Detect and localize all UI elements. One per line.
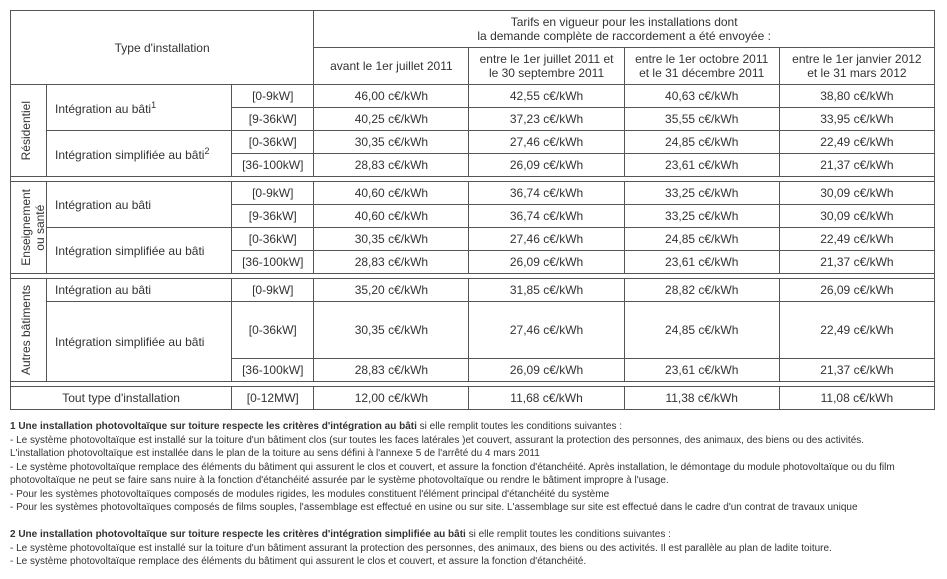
value-cell: 21,37 c€/kWh [779, 251, 934, 274]
install-label: Intégration au bâti [47, 182, 232, 228]
install-label: Intégration au bâti1 [47, 85, 232, 131]
value-cell: 23,61 c€/kWh [624, 154, 779, 177]
value-cell: 30,35 c€/kWh [314, 228, 469, 251]
value-cell: 28,82 c€/kWh [624, 279, 779, 302]
range-cell: [36-100kW] [232, 154, 314, 177]
value-cell: 26,09 c€/kWh [779, 279, 934, 302]
range-cell: [36-100kW] [232, 359, 314, 382]
value-cell: 33,25 c€/kWh [624, 182, 779, 205]
value-cell: 22,49 c€/kWh [779, 302, 934, 359]
value-cell: 21,37 c€/kWh [779, 359, 934, 382]
value-cell: 30,35 c€/kWh [314, 302, 469, 359]
value-cell: 27,46 c€/kWh [469, 228, 624, 251]
install-label: Intégration simplifiée au bâti2 [47, 131, 232, 177]
value-cell: 33,25 c€/kWh [624, 205, 779, 228]
install-label: Tout type d'installation [11, 387, 232, 410]
value-cell: 35,55 c€/kWh [624, 108, 779, 131]
value-cell: 28,83 c€/kWh [314, 359, 469, 382]
value-cell: 40,60 c€/kWh [314, 205, 469, 228]
value-cell: 23,61 c€/kWh [624, 359, 779, 382]
value-cell: 24,85 c€/kWh [624, 228, 779, 251]
value-cell: 30,09 c€/kWh [779, 205, 934, 228]
value-cell: 26,09 c€/kWh [469, 251, 624, 274]
value-cell: 46,00 c€/kWh [314, 85, 469, 108]
value-cell: 30,35 c€/kWh [314, 131, 469, 154]
range-cell: [9-36kW] [232, 108, 314, 131]
value-cell: 24,85 c€/kWh [624, 131, 779, 154]
value-cell: 27,46 c€/kWh [469, 131, 624, 154]
value-cell: 42,55 c€/kWh [469, 85, 624, 108]
value-cell: 11,68 c€/kWh [469, 387, 624, 410]
range-cell: [0-36kW] [232, 302, 314, 359]
range-cell: [0-9kW] [232, 182, 314, 205]
value-cell: 12,00 c€/kWh [314, 387, 469, 410]
section-label: Enseignement ou santé [11, 182, 47, 274]
value-cell: 22,49 c€/kWh [779, 228, 934, 251]
tariff-header: Tarifs en vigueur pour les installations… [314, 11, 935, 48]
period-header: avant le 1er juillet 2011 [314, 48, 469, 85]
period-header: entre le 1er juillet 2011 et le 30 septe… [469, 48, 624, 85]
value-cell: 26,09 c€/kWh [469, 154, 624, 177]
install-label: Intégration simplifiée au bâti [47, 228, 232, 274]
install-label: Intégration au bâti [47, 279, 232, 302]
value-cell: 30,09 c€/kWh [779, 182, 934, 205]
period-header: entre le 1er janvier 2012 et le 31 mars … [779, 48, 934, 85]
range-cell: [0-36kW] [232, 131, 314, 154]
range-cell: [0-9kW] [232, 279, 314, 302]
value-cell: 36,74 c€/kWh [469, 182, 624, 205]
value-cell: 26,09 c€/kWh [469, 359, 624, 382]
value-cell: 11,38 c€/kWh [624, 387, 779, 410]
value-cell: 31,85 c€/kWh [469, 279, 624, 302]
range-cell: [9-36kW] [232, 205, 314, 228]
section-label: Autres bâtiments [11, 279, 47, 382]
value-cell: 35,20 c€/kWh [314, 279, 469, 302]
value-cell: 40,63 c€/kWh [624, 85, 779, 108]
range-cell: [0-9kW] [232, 85, 314, 108]
install-label: Intégration simplifiée au bâti [47, 302, 232, 382]
value-cell: 40,60 c€/kWh [314, 182, 469, 205]
value-cell: 28,83 c€/kWh [314, 251, 469, 274]
section-label: Résidentiel [11, 85, 47, 177]
value-cell: 28,83 c€/kWh [314, 154, 469, 177]
value-cell: 27,46 c€/kWh [469, 302, 624, 359]
value-cell: 23,61 c€/kWh [624, 251, 779, 274]
range-cell: [0-36kW] [232, 228, 314, 251]
tariff-table: Type d'installation Tarifs en vigueur po… [10, 10, 935, 410]
footnotes: 1 Une installation photovoltaïque sur to… [10, 420, 935, 569]
value-cell: 22,49 c€/kWh [779, 131, 934, 154]
value-cell: 33,95 c€/kWh [779, 108, 934, 131]
period-header: entre le 1er octobre 2011 et le 31 décem… [624, 48, 779, 85]
value-cell: 24,85 c€/kWh [624, 302, 779, 359]
value-cell: 21,37 c€/kWh [779, 154, 934, 177]
value-cell: 36,74 c€/kWh [469, 205, 624, 228]
value-cell: 11,08 c€/kWh [779, 387, 934, 410]
value-cell: 40,25 c€/kWh [314, 108, 469, 131]
range-cell: [36-100kW] [232, 251, 314, 274]
value-cell: 38,80 c€/kWh [779, 85, 934, 108]
range-cell: [0-12MW] [232, 387, 314, 410]
value-cell: 37,23 c€/kWh [469, 108, 624, 131]
type-header: Type d'installation [11, 11, 314, 85]
